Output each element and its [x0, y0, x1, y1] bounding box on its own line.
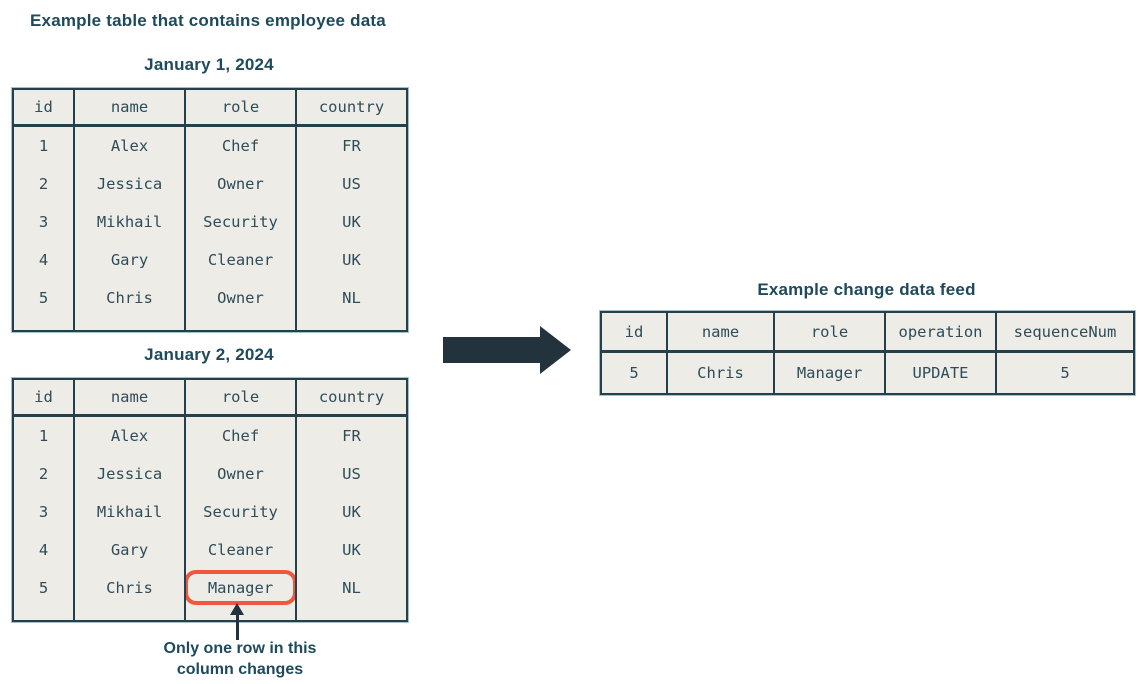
cell: 2 — [12, 455, 75, 493]
cell: US — [295, 165, 408, 203]
right-arrow-icon — [443, 326, 571, 374]
caption-jan1: January 1, 2024 — [144, 55, 274, 74]
cell: Jessica — [73, 165, 186, 203]
cell: 3 — [12, 493, 75, 531]
changed-value: Manager — [207, 579, 274, 597]
cell: 5 — [995, 351, 1135, 394]
cell: Gary — [73, 531, 186, 569]
table-row: 1 Alex Chef FR — [12, 125, 408, 165]
cell: 1 — [12, 415, 75, 455]
page-title: Example table that contains employee dat… — [30, 11, 386, 30]
column-header-operation: operation — [884, 311, 997, 353]
cell: UK — [295, 493, 408, 531]
column-header-name: name — [73, 88, 186, 127]
cell: 2 — [12, 165, 75, 203]
header-row: id name role country — [12, 88, 408, 127]
table-row: 3 Mikhail Security UK — [12, 493, 408, 531]
cell: Owner — [184, 455, 297, 493]
annotation-text: Only one row in this column changes — [115, 638, 365, 680]
cell: UK — [295, 203, 408, 241]
cell: US — [295, 455, 408, 493]
column-header-id: id — [12, 378, 75, 417]
table-row: 1 Alex Chef FR — [12, 415, 408, 455]
caption-change-feed: Example change data feed — [757, 280, 976, 299]
cell: Alex — [73, 125, 186, 165]
caption-jan2: January 2, 2024 — [144, 345, 274, 364]
cell: FR — [295, 415, 408, 455]
cell: UK — [295, 531, 408, 569]
cell: 4 — [12, 241, 75, 279]
cell: Cleaner — [184, 241, 297, 279]
cell: Cleaner — [184, 531, 297, 569]
cell: Chef — [184, 415, 297, 455]
column-header-country: country — [295, 88, 408, 127]
cell-changed-role: Manager — [184, 569, 297, 607]
column-header-role: role — [773, 311, 886, 353]
spacer-row — [12, 607, 408, 621]
column-header-sequencenum: sequenceNum — [995, 311, 1135, 353]
cell: Alex — [73, 415, 186, 455]
column-header-role: role — [184, 88, 297, 127]
column-header-role: role — [184, 378, 297, 417]
cell: FR — [295, 125, 408, 165]
cell: Chris — [666, 351, 775, 394]
header-row: id name role operation sequenceNum — [600, 311, 1135, 353]
cell: UPDATE — [884, 351, 997, 394]
header-row: id name role country — [12, 378, 408, 417]
column-header-name: name — [73, 378, 186, 417]
table-row: 4 Gary Cleaner UK — [12, 241, 408, 279]
cell: 1 — [12, 125, 75, 165]
table-row: 2 Jessica Owner US — [12, 165, 408, 203]
cell: 5 — [12, 279, 75, 317]
cell: Manager — [773, 351, 886, 394]
annotation-line2: column changes — [176, 661, 304, 678]
cell: Owner — [184, 279, 297, 317]
up-arrow-stem — [236, 613, 239, 640]
table-row: 4 Gary Cleaner UK — [12, 531, 408, 569]
column-header-country: country — [295, 378, 408, 417]
cell: UK — [295, 241, 408, 279]
column-header-name: name — [666, 311, 775, 353]
cell: Security — [184, 493, 297, 531]
column-header-id: id — [12, 88, 75, 127]
spacer-row — [12, 317, 408, 331]
column-header-id: id — [600, 311, 668, 353]
cell: NL — [295, 279, 408, 317]
cell: Security — [184, 203, 297, 241]
cell: 4 — [12, 531, 75, 569]
feed-row: 5 Chris Manager UPDATE 5 — [600, 351, 1135, 394]
cell: Chef — [184, 125, 297, 165]
cell: Chris — [73, 279, 186, 317]
table-row: 3 Mikhail Security UK — [12, 203, 408, 241]
employee-table-jan1: id name role country 1 Alex Chef FR 2 Je… — [11, 87, 409, 333]
table-row: 2 Jessica Owner US — [12, 455, 408, 493]
employee-table-jan2: id name role country 1 Alex Chef FR 2 Je… — [11, 377, 409, 623]
table-row: 5 Chris Owner NL — [12, 279, 408, 317]
cell: Mikhail — [73, 203, 186, 241]
up-arrow-icon — [230, 603, 244, 615]
cell: 5 — [12, 569, 75, 607]
cell: Gary — [73, 241, 186, 279]
cell: 5 — [600, 351, 668, 394]
cell: NL — [295, 569, 408, 607]
cell: Owner — [184, 165, 297, 203]
cell: Mikhail — [73, 493, 186, 531]
change-feed-table: id name role operation sequenceNum 5 Chr… — [599, 310, 1136, 396]
table-row-changed: 5 Chris Manager NL — [12, 569, 408, 607]
cell: Chris — [73, 569, 186, 607]
cell: Jessica — [73, 455, 186, 493]
annotation-line1: Only one row in this — [163, 640, 317, 657]
cell: 3 — [12, 203, 75, 241]
